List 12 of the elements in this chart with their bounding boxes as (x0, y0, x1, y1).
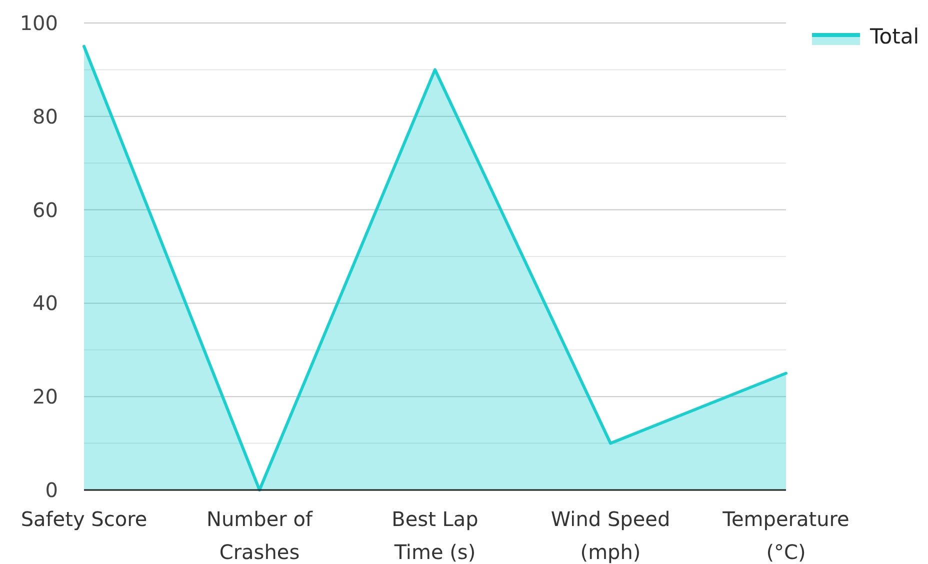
y-tick-label: 80 (32, 104, 58, 128)
x-tick-label: Number of Crashes (206, 507, 314, 564)
y-tick-label: 40 (32, 291, 58, 316)
y-tick-label: 100 (20, 11, 58, 35)
x-tick-label: Wind Speed (mph) (550, 507, 670, 564)
y-tick-label: 0 (45, 478, 58, 502)
x-tick-label: Temperature (°C) (722, 507, 850, 564)
y-tick-label: 60 (32, 198, 58, 222)
x-tick-label: Safety Score (20, 507, 148, 531)
y-tick-label: 20 (32, 384, 58, 409)
x-tick-label: Best Lap Time (s) (392, 507, 478, 564)
legend-label: Total (869, 24, 920, 48)
